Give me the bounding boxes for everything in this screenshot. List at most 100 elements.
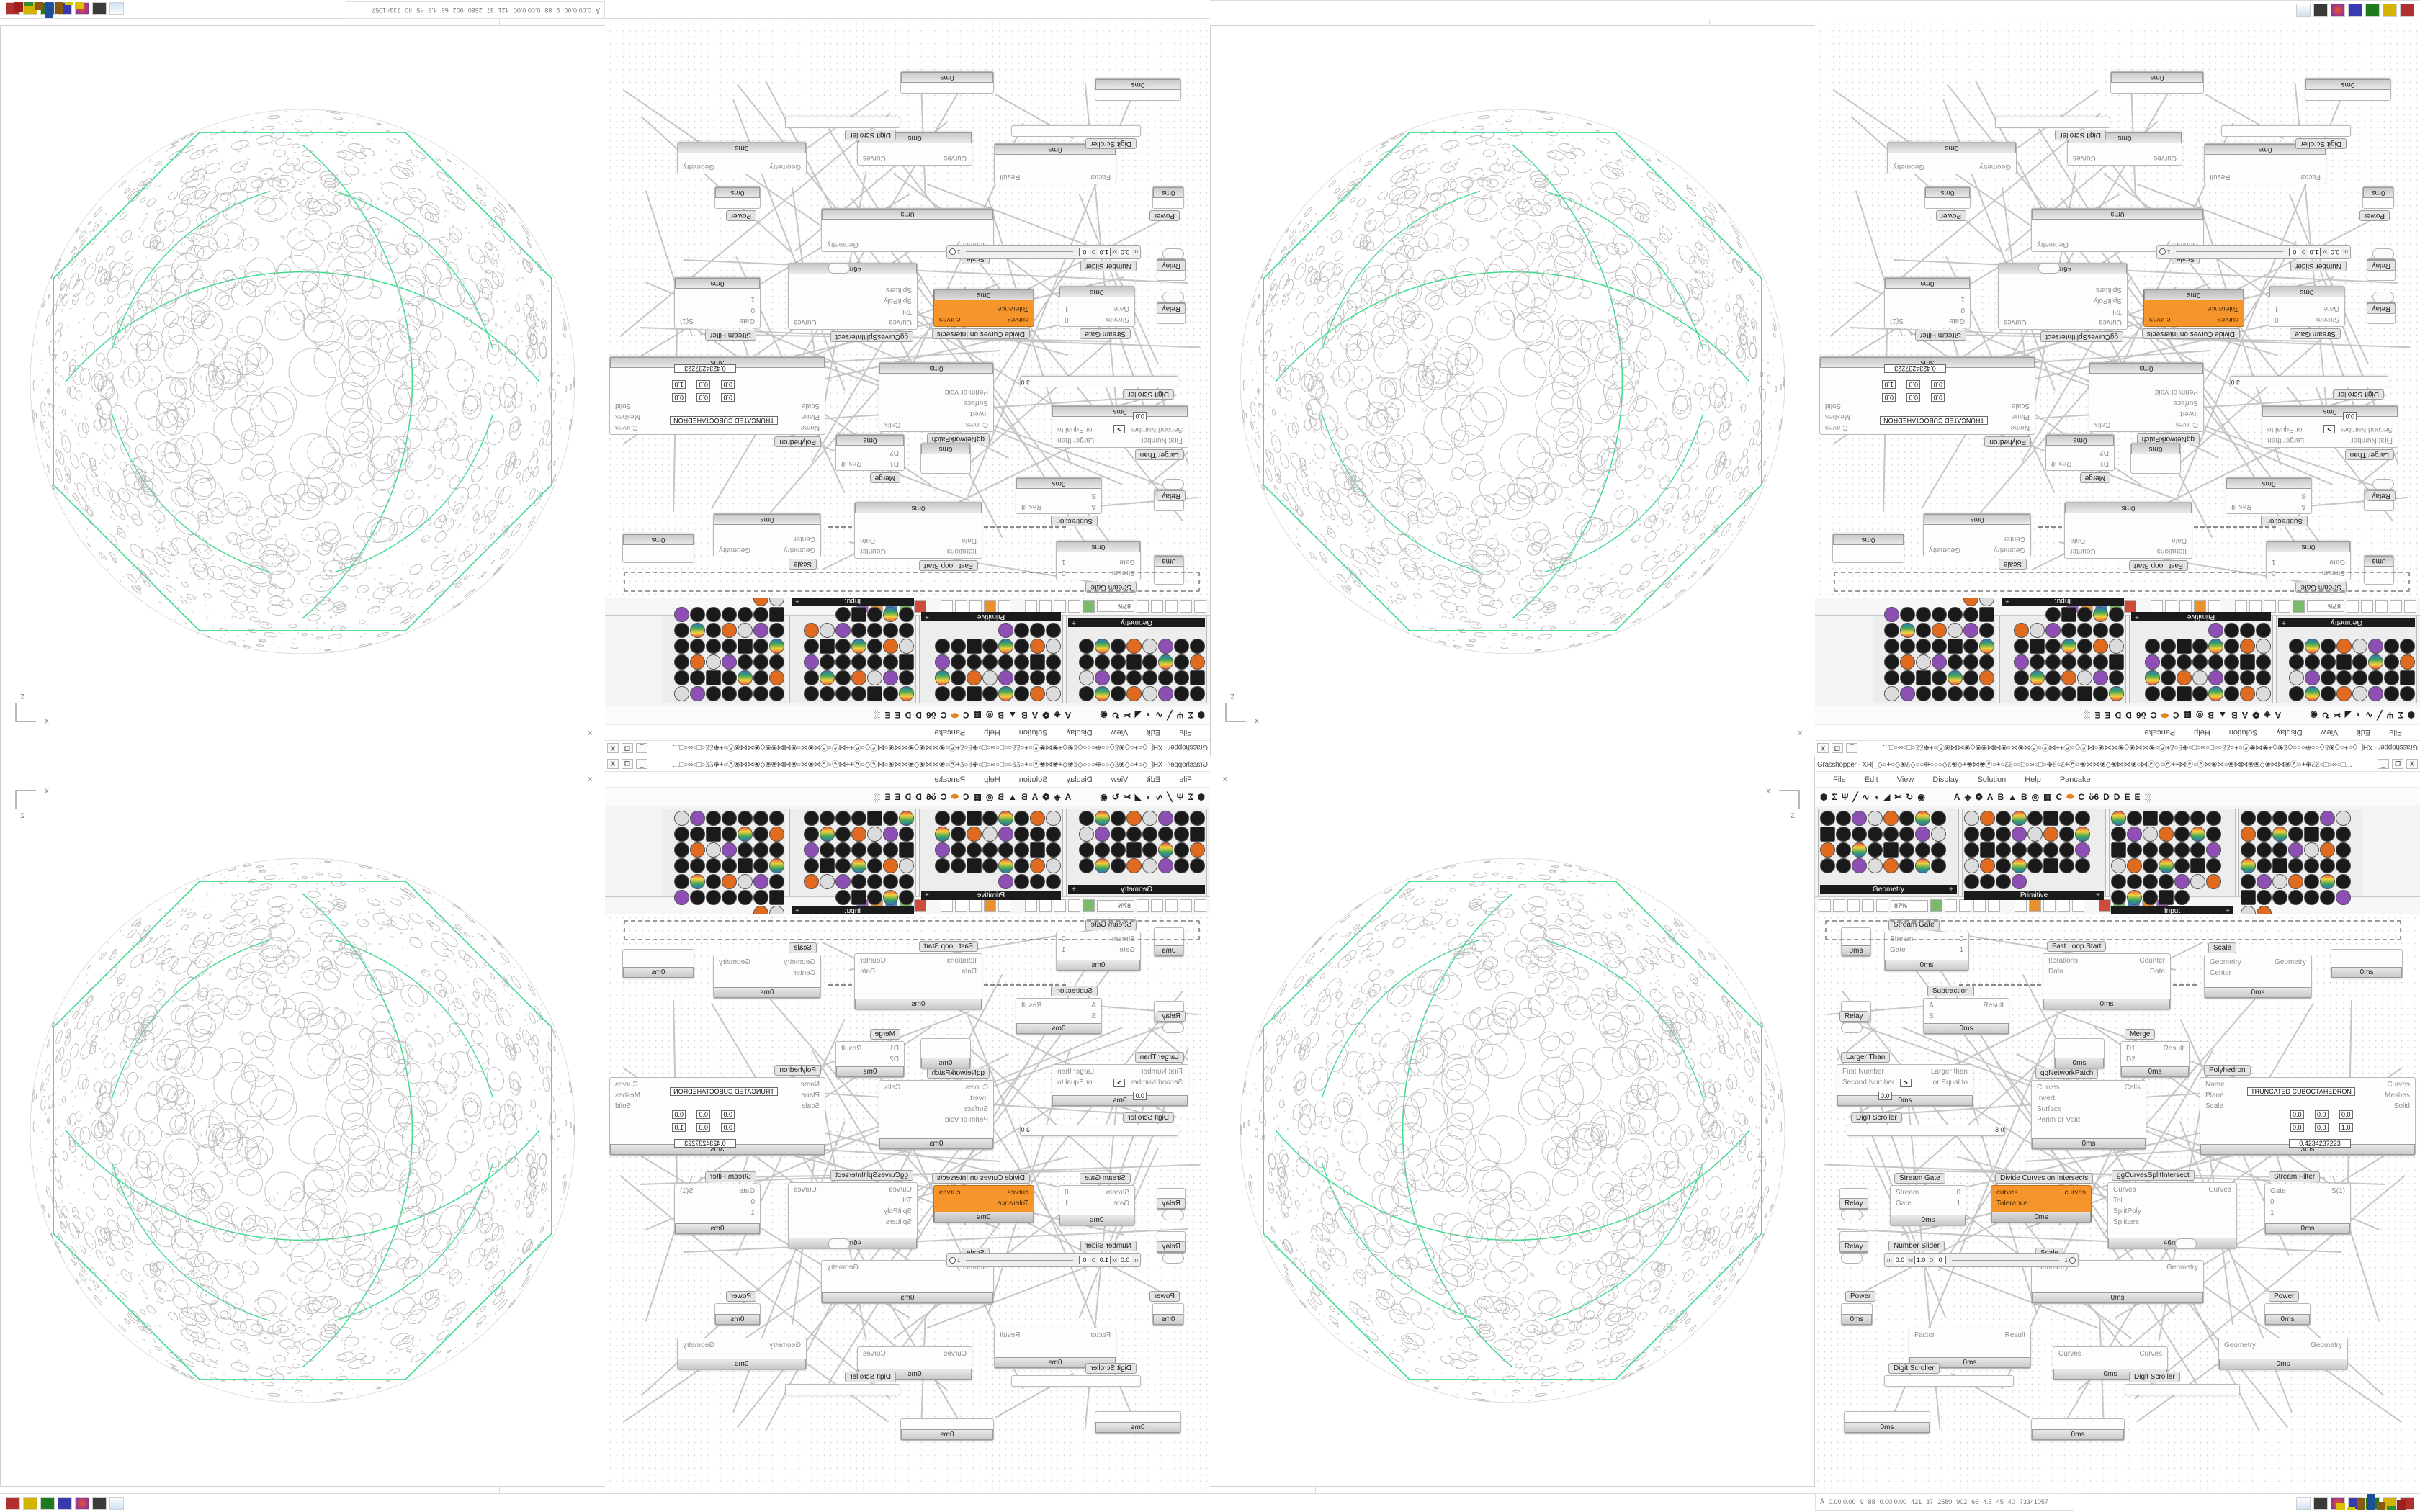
palette-component-icon[interactable] (2288, 811, 2303, 826)
palette-component-icon[interactable] (2368, 639, 2383, 654)
gh-component[interactable]: 0ms (1844, 1411, 1930, 1434)
palette-component-icon[interactable] (1126, 842, 1142, 858)
palette-component-icon[interactable] (2224, 670, 2239, 685)
slider-max-field[interactable]: 1.0 (1097, 1256, 1111, 1264)
ribbon-tab-hexagon-icon[interactable]: ⬢ (1196, 711, 1207, 721)
output-param[interactable]: Geometry (683, 1341, 714, 1349)
terminal-icon[interactable] (40, 1496, 55, 1510)
palette-component-icon[interactable] (1126, 811, 1142, 826)
terminal-icon[interactable] (2365, 3, 2380, 17)
calculator-icon[interactable] (2296, 1496, 2311, 1510)
palette-component-icon[interactable] (951, 686, 966, 701)
redo-icon[interactable] (2347, 600, 2359, 613)
palette-component-icon[interactable] (1915, 811, 1930, 826)
palette-component-icon[interactable] (1158, 811, 1173, 826)
input-param[interactable]: Center (793, 535, 815, 543)
media-icon[interactable] (2400, 3, 2414, 17)
palette-component-icon[interactable] (835, 890, 851, 905)
palette-component-icon[interactable] (2272, 858, 2287, 873)
larger-than-second-number[interactable]: 0.0 (2343, 412, 2357, 420)
gh-component[interactable]: 0ms (2110, 71, 2204, 94)
palette-component-icon[interactable] (1095, 858, 1110, 873)
palette-component-icon[interactable] (804, 874, 819, 889)
palette-component-icon[interactable] (935, 811, 950, 826)
palette-component-icon[interactable] (2240, 623, 2255, 638)
palette-component-icon[interactable] (2240, 686, 2255, 701)
palette-component-icon[interactable] (820, 686, 835, 701)
gh-component-power[interactable]: 0ms (1924, 186, 1971, 209)
palette-component-icon[interactable] (2224, 623, 2239, 638)
input-param[interactable]: Tol (2112, 307, 2122, 315)
palette-component-icon[interactable] (2145, 670, 2160, 685)
ribbon-tab-letter-a2-icon[interactable]: A (1985, 792, 1996, 802)
palette-component-icon[interactable] (2190, 811, 2205, 826)
output-param[interactable]: Data (860, 968, 876, 976)
palette-component-icon[interactable] (1931, 858, 1946, 873)
output-param[interactable]: Solid (615, 1102, 632, 1110)
palette-component-icon[interactable] (851, 858, 866, 873)
gh-component[interactable]: 0ms (622, 534, 694, 563)
palette-component-icon[interactable] (2043, 858, 2058, 873)
output-param[interactable]: Geometry (2275, 958, 2306, 966)
input-param[interactable]: curves (2217, 315, 2238, 323)
output-param[interactable]: Geometry (2311, 1341, 2342, 1349)
palette-group-label[interactable]: Primitive (1964, 891, 2104, 900)
palette-component-icon[interactable] (2190, 842, 2205, 858)
palette-component-icon[interactable] (867, 874, 882, 889)
relay-node[interactable] (2372, 248, 2394, 259)
palette-component-icon[interactable] (2320, 842, 2335, 858)
palette-component-icon[interactable] (674, 811, 689, 826)
ribbon-tab-letter-d2-icon[interactable]: D (903, 711, 914, 721)
plane-zaxis-z[interactable]: 1.0 (1882, 380, 1896, 389)
settings-icon[interactable] (941, 600, 953, 613)
palette-component-icon[interactable] (867, 654, 882, 670)
ribbon-tab-letter-e-icon[interactable]: E (2103, 711, 2113, 721)
input-param[interactable]: Gate (1113, 305, 1129, 312)
palette-component-icon[interactable] (2256, 654, 2271, 670)
input-param[interactable]: Factor (2300, 173, 2321, 181)
menu-item-help[interactable]: Help (2025, 775, 2041, 784)
input-param[interactable]: Geometry (784, 958, 815, 966)
panel-icon[interactable] (955, 600, 967, 613)
palette-component-icon[interactable] (1900, 639, 1915, 654)
input-param[interactable]: curves (1996, 1189, 2018, 1197)
colour-icon[interactable] (969, 600, 982, 613)
new-icon[interactable] (1194, 899, 1206, 912)
palette-component-icon[interactable] (2174, 890, 2190, 905)
input-param[interactable]: Invert (969, 1094, 988, 1102)
input-param[interactable]: Second Number (2340, 426, 2393, 433)
palette-component-icon[interactable] (867, 686, 882, 701)
palette-component-icon[interactable] (2321, 686, 2336, 701)
plane-zaxis-x[interactable]: 0.0 (1931, 380, 1945, 389)
palette-component-icon[interactable] (2143, 874, 2158, 889)
palette-component-icon[interactable] (998, 670, 1013, 685)
ribbon-tab-letter-d2-icon[interactable]: D (2113, 711, 2124, 721)
output-param[interactable]: Result (1021, 1002, 1042, 1009)
palette-component-icon[interactable] (2109, 607, 2124, 622)
palette-component-icon[interactable] (835, 639, 851, 654)
palette-component-icon[interactable] (2304, 811, 2319, 826)
profiler-icon[interactable] (2029, 899, 2041, 912)
palette-component-icon[interactable] (1014, 686, 1029, 701)
palette-component-icon[interactable] (967, 842, 982, 858)
slider-decimals-field[interactable]: 0 (1078, 248, 1090, 256)
photo-icon[interactable] (2313, 3, 2328, 17)
palette-component-icon[interactable] (2030, 639, 2045, 654)
palette-component-icon[interactable] (1030, 842, 1045, 858)
palette-component-icon[interactable] (2206, 811, 2221, 826)
ribbon-tab-surface-icon[interactable]: ◖ (1872, 792, 1881, 802)
output-param[interactable]: Curves (863, 1350, 886, 1358)
palette-component-icon[interactable] (1980, 811, 1995, 826)
ribbon-tab-intersect-icon[interactable]: ✄ (1121, 711, 1133, 721)
palette-component-icon[interactable] (1948, 654, 1963, 670)
palette-component-icon[interactable] (835, 874, 851, 889)
ribbon-tab-letter-d-icon[interactable]: D (2101, 792, 2112, 802)
palette-component-icon[interactable] (2272, 874, 2287, 889)
input-param[interactable]: Name (800, 1081, 820, 1089)
palette-component-icon[interactable] (899, 623, 914, 638)
palette-component-icon[interactable] (722, 670, 737, 685)
input-param[interactable]: Stream (1896, 1189, 1919, 1197)
palette-component-icon[interactable] (899, 827, 914, 842)
palette-component-icon[interactable] (2206, 842, 2221, 858)
gh-component-merge[interactable]: D1 D2 Result 0ms (2045, 434, 2115, 471)
